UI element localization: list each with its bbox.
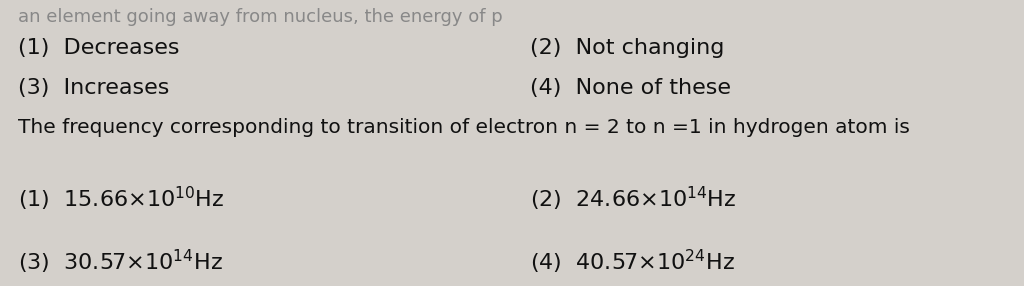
Text: (3)  30.57×10$^{14}$Hz: (3) 30.57×10$^{14}$Hz [18, 248, 223, 276]
Text: (2)  Not changing: (2) Not changing [530, 38, 724, 58]
Text: an element going away from nucleus, the energy of p: an element going away from nucleus, the … [18, 8, 503, 26]
Text: (3)  Increases: (3) Increases [18, 78, 169, 98]
Text: (2)  24.66×10$^{14}$Hz: (2) 24.66×10$^{14}$Hz [530, 185, 736, 213]
Text: (1)  15.66×10$^{10}$Hz: (1) 15.66×10$^{10}$Hz [18, 185, 224, 213]
Text: (4)  40.57×10$^{24}$Hz: (4) 40.57×10$^{24}$Hz [530, 248, 735, 276]
Text: (1)  Decreases: (1) Decreases [18, 38, 179, 58]
Text: The frequency corresponding to transition of electron n = 2 to n =1 in hydrogen : The frequency corresponding to transitio… [18, 118, 910, 137]
Text: (4)  None of these: (4) None of these [530, 78, 731, 98]
